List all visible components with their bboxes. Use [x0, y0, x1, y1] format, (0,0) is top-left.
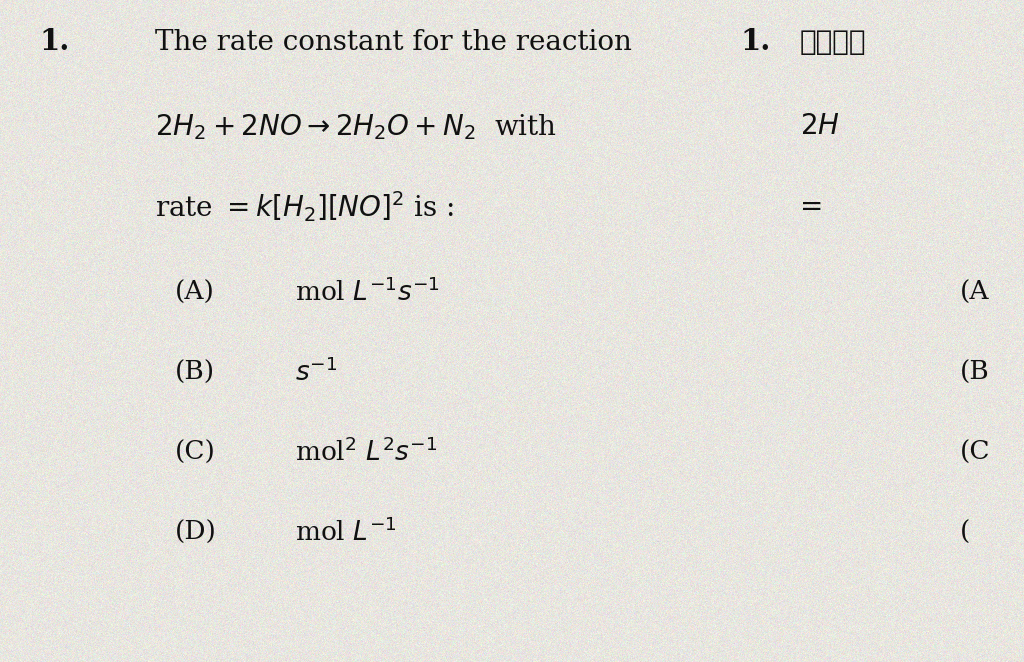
- Text: (B): (B): [175, 359, 215, 385]
- Text: (A: (A: [961, 279, 989, 305]
- Text: mol $L^{-1}s^{-1}$: mol $L^{-1}s^{-1}$: [295, 278, 439, 307]
- Text: $2H_2 + 2NO \rightarrow 2H_2O + N_2$  with: $2H_2 + 2NO \rightarrow 2H_2O + N_2$ wit…: [155, 112, 557, 142]
- Text: =: =: [800, 193, 823, 220]
- Text: (C): (C): [175, 440, 216, 465]
- Text: निम्: निम्: [800, 28, 866, 56]
- Text: 1.: 1.: [40, 28, 71, 56]
- Text: (: (: [961, 520, 971, 545]
- Text: rate $= k[H_2][NO]^2$ is :: rate $= k[H_2][NO]^2$ is :: [155, 189, 454, 224]
- Text: 1.: 1.: [740, 28, 770, 56]
- Text: $2H$: $2H$: [800, 113, 840, 140]
- Text: mol $L^{-1}$: mol $L^{-1}$: [295, 518, 396, 546]
- Text: (A): (A): [175, 279, 215, 305]
- Text: $s^{-1}$: $s^{-1}$: [295, 357, 338, 386]
- Text: The rate constant for the reaction: The rate constant for the reaction: [155, 28, 632, 56]
- Text: (C: (C: [961, 440, 990, 465]
- Text: (D): (D): [175, 520, 217, 545]
- Text: mol$^2$ $L^2s^{-1}$: mol$^2$ $L^2s^{-1}$: [295, 438, 437, 466]
- Text: (B: (B: [961, 359, 990, 385]
